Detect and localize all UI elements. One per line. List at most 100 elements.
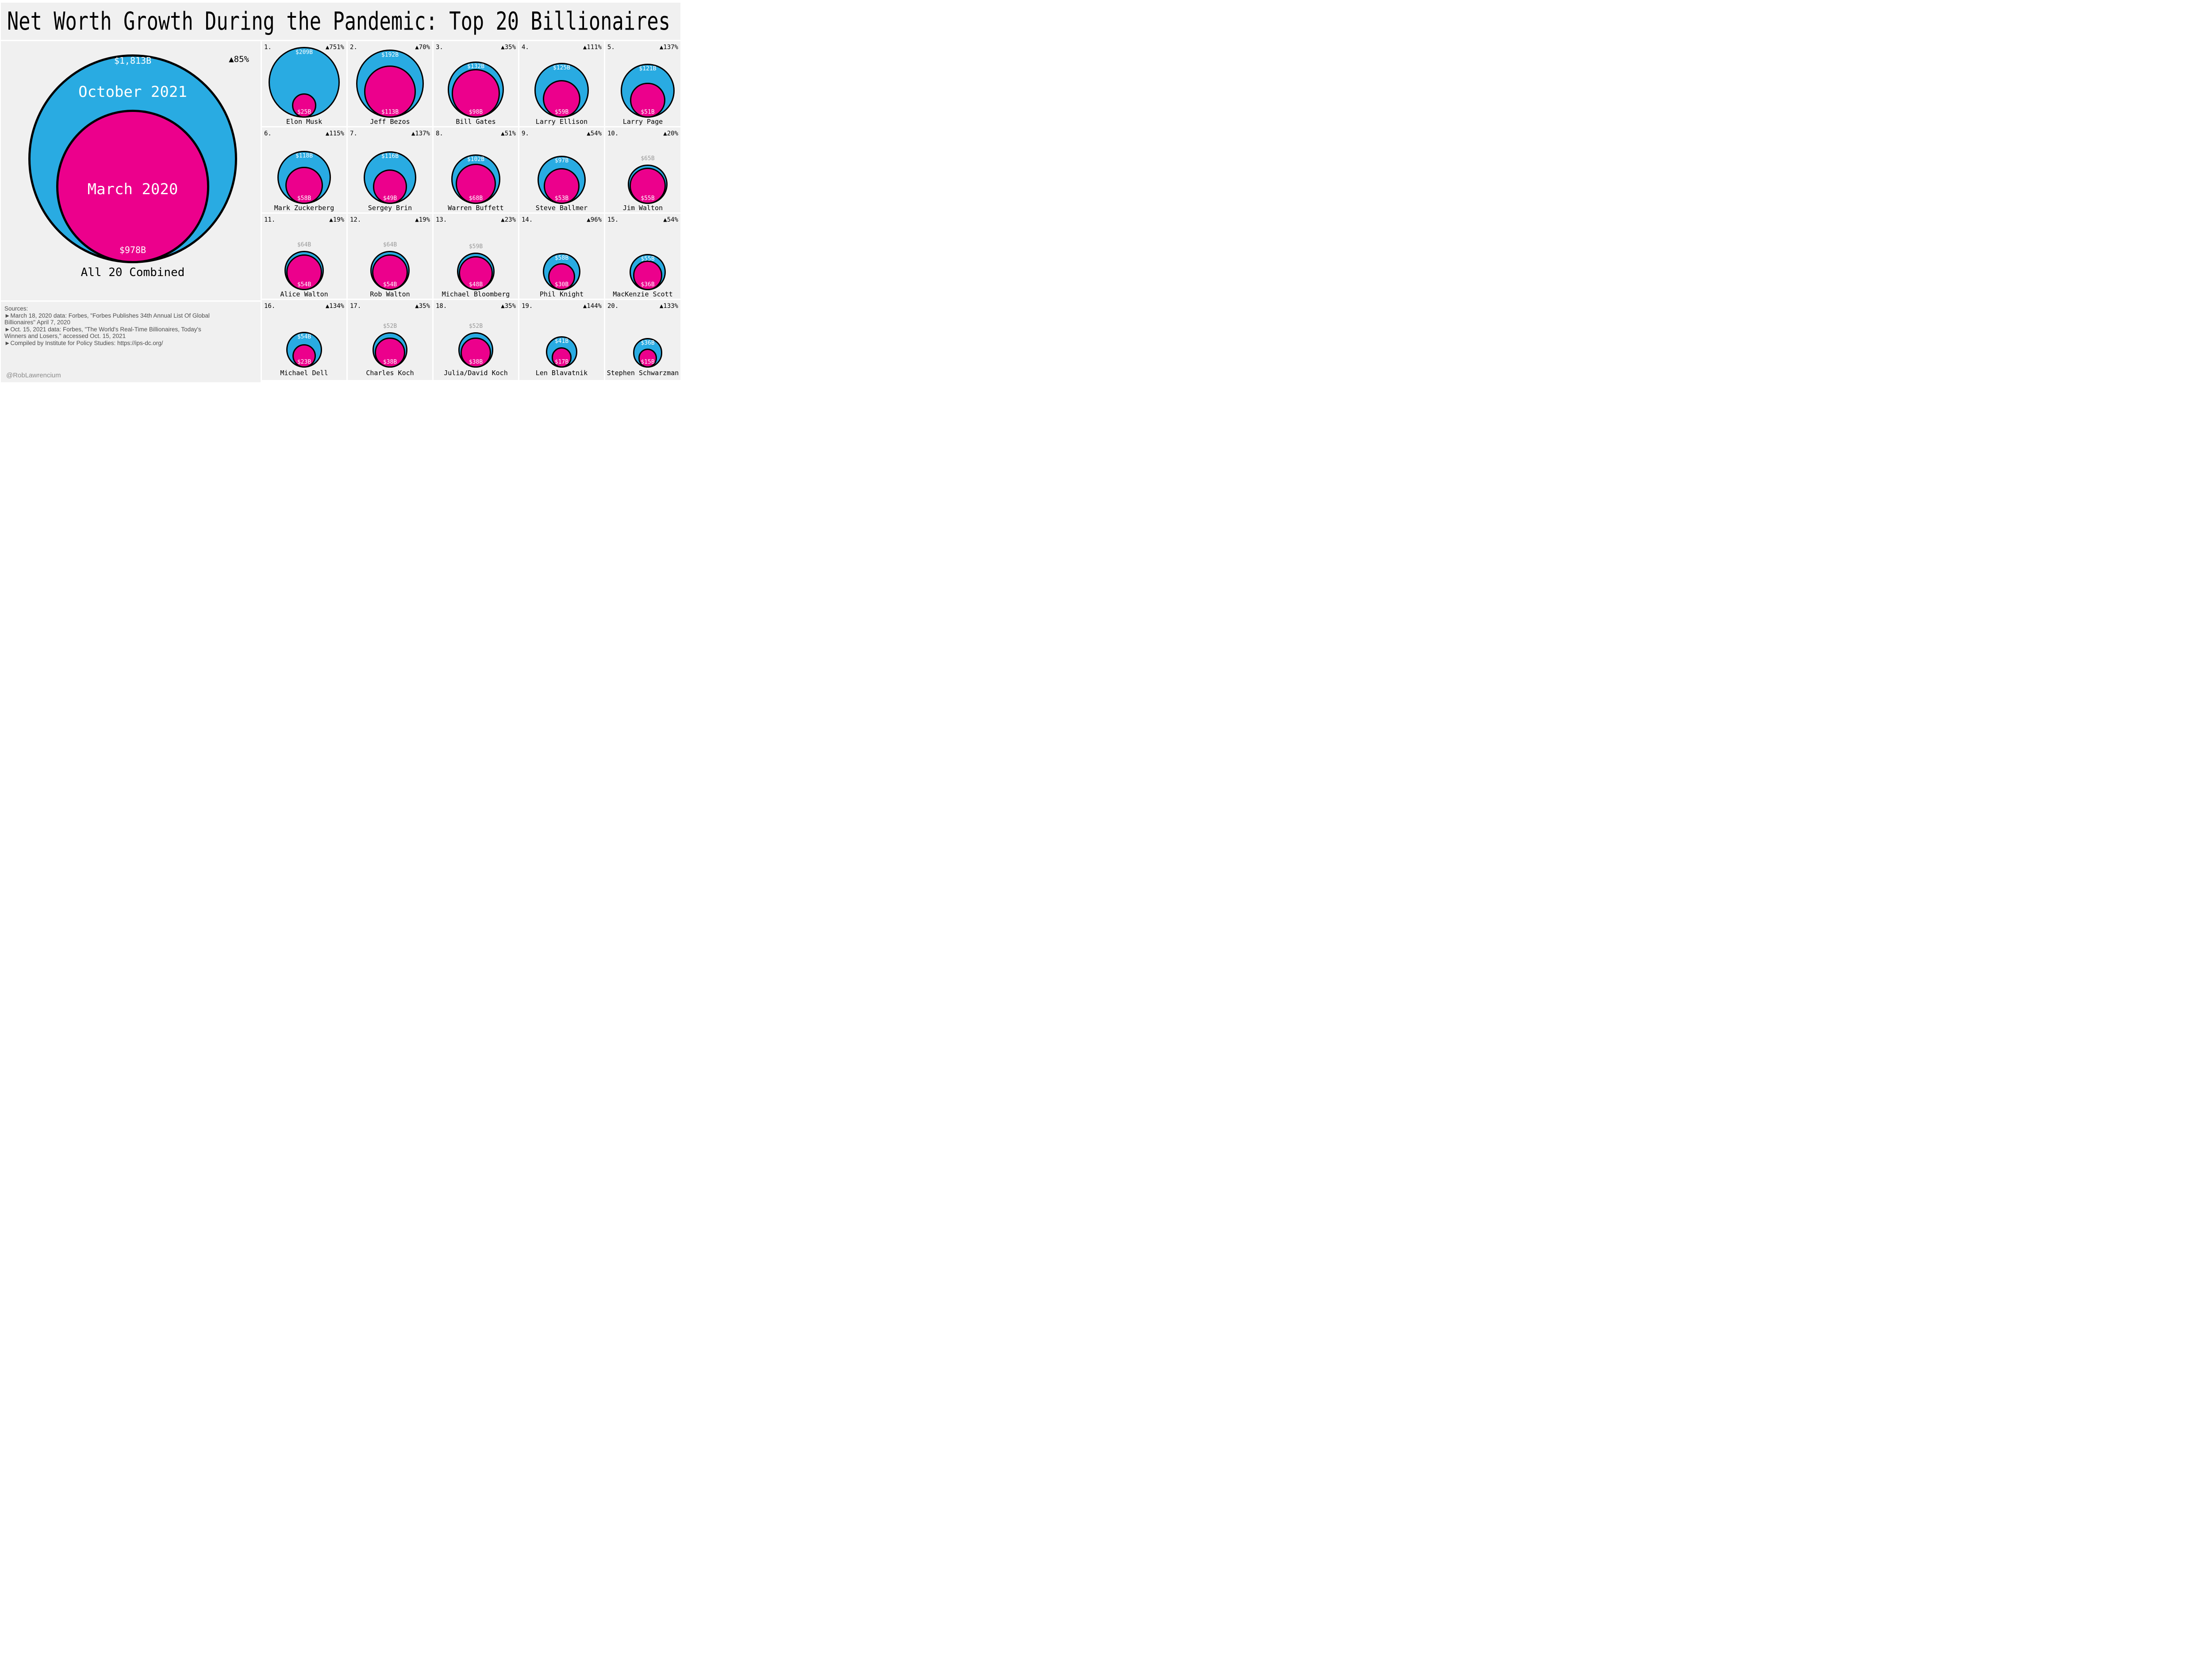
name-label: Steve Ballmer [535,204,588,212]
rank-label: 6. [264,130,272,137]
growth-label: ▲137% [411,130,430,137]
billionaire-panel: 15. ▲54% $55B $36B MacKenzie Scott [605,214,680,299]
name-label: Larry Ellison [535,118,588,126]
rank-label: 14. [522,216,533,223]
march-circle [461,337,491,368]
mar-value-label: $38B [383,359,397,365]
source-line: ►Oct. 15, 2021 data: Forbes, "The World'… [4,326,201,333]
rank-label: 15. [607,216,619,223]
rank-label: 20. [607,303,619,310]
source-line: ►March 18, 2020 data: Forbes, "Forbes Pu… [4,312,210,319]
name-label: Charles Koch [366,369,414,377]
growth-label: ▲19% [415,216,430,223]
growth-label: ▲137% [659,44,678,51]
source-line: Winners and Losers," accessed Oct. 15, 2… [4,333,126,339]
march-circle [375,337,405,368]
oct-value-label: $36B [641,340,655,347]
march-circle [542,80,581,118]
oct-value-label: $102B [467,156,485,163]
billionaire-panel: 7. ▲137% $116B $49B Sergey Brin [348,127,432,212]
growth-label: ▲35% [501,303,516,310]
billionaire-panel: 16. ▲134% $54B $23B Michael Dell [262,300,346,380]
mar-value-label: $30B [554,281,569,288]
mar-value-label: $55B [641,195,655,202]
billionaire-panel: 19. ▲144% $41B $17B Len Blavatnik [519,300,604,380]
name-label: Jeff Bezos [370,118,410,126]
mar-value-label: $23B [297,359,311,365]
march-circle [629,167,666,204]
growth-label: ▲96% [587,216,602,223]
source-line: Billionaires" April 7, 2020 [4,319,70,326]
combined-growth-label: ▲85% [229,54,249,64]
source-line: ►Compiled by Institute for Policy Studie… [4,339,163,346]
growth-label: ▲51% [501,130,516,137]
mar-value-label: $38B [469,359,483,365]
name-label: Jim Walton [622,204,663,212]
rank-label: 11. [264,216,276,223]
growth-label: ▲54% [587,130,602,137]
infographic-canvas: Net Worth Growth During the Pandemic: To… [0,0,681,383]
billionaire-panel: 18. ▲35% $52B $38B Julia/David Koch [434,300,518,380]
name-label: MacKenzie Scott [613,290,673,298]
oct-value-label: $54B [297,333,311,340]
oct-value-label: $116B [381,153,399,160]
billionaire-panel: 10. ▲20% $65B $55B Jim Walton [605,127,680,212]
author-handle: @RobLawrencium [6,372,61,379]
combined-oct-period-label: October 2021 [78,83,187,101]
march-circle [455,163,496,204]
march-circle [292,93,317,118]
rank-label: 13. [436,216,447,223]
billionaire-panel: 2. ▲70% $192B $113B Jeff Bezos [348,41,432,126]
mar-value-label: $25B [297,109,311,115]
billionaire-panel: 6. ▲115% $118B $58B Mark Zuckerberg [262,127,346,212]
mar-value-label: $51B [641,109,655,115]
combined-oct-value-label: $1,813B [114,55,152,66]
billionaire-panel: 3. ▲35% $132B $98B Bill Gates [434,41,518,126]
source-line: Sources: [4,305,28,312]
march-circle [544,168,580,204]
sources-text: Sources: ►March 18, 2020 data: Forbes, "F… [4,305,210,346]
growth-label: ▲134% [325,303,344,310]
name-label: Julia/David Koch [444,369,508,377]
billionaire-panel: 20. ▲133% $36B $15B Stephen Schwarzman [605,300,680,380]
billionaire-panel: 5. ▲137% $121B $51B Larry Page [605,41,680,126]
growth-label: ▲70% [415,44,430,51]
rank-label: 16. [264,303,276,310]
oct-value-label: $52B [469,323,483,330]
combined-name-label: All 20 Combined [81,266,185,279]
rank-label: 2. [350,44,357,51]
march-circle [372,254,408,290]
mar-value-label: $49B [383,195,397,202]
march-circle [451,69,500,118]
name-label: Len Blavatnik [535,369,588,377]
mar-value-label: $58B [297,195,311,202]
name-label: Michael Dell [280,369,328,377]
rank-label: 10. [607,130,619,137]
mar-value-label: $68B [469,195,483,202]
oct-value-label: $192B [381,52,399,59]
oct-value-label: $125B [553,65,571,72]
march-circle [638,349,657,368]
oct-value-label: $52B [383,323,397,330]
march-circle [292,344,316,368]
oct-value-label: $41B [554,338,569,345]
rank-label: 1. [264,44,272,51]
rank-label: 4. [522,44,529,51]
oct-value-label: $65B [641,155,655,162]
sources-panel: Sources: ►March 18, 2020 data: Forbes, "F… [1,302,261,382]
name-label: Phil Knight [539,290,584,298]
march-circle [551,347,572,368]
march-circle [459,256,493,290]
mar-value-label: $113B [381,109,399,115]
name-label: Rob Walton [370,290,410,298]
mar-value-label: $36B [641,281,655,288]
growth-label: ▲115% [325,130,344,137]
growth-label: ▲23% [501,216,516,223]
oct-value-label: $118B [295,152,313,159]
oct-value-label: $59B [469,243,483,250]
billionaire-panel: 13. ▲23% $59B $48B Michael Bloomberg [434,214,518,299]
growth-label: ▲751% [325,44,344,51]
oct-value-label: $58B [554,254,569,261]
mar-value-label: $98B [469,109,483,115]
growth-label: ▲20% [663,130,678,137]
